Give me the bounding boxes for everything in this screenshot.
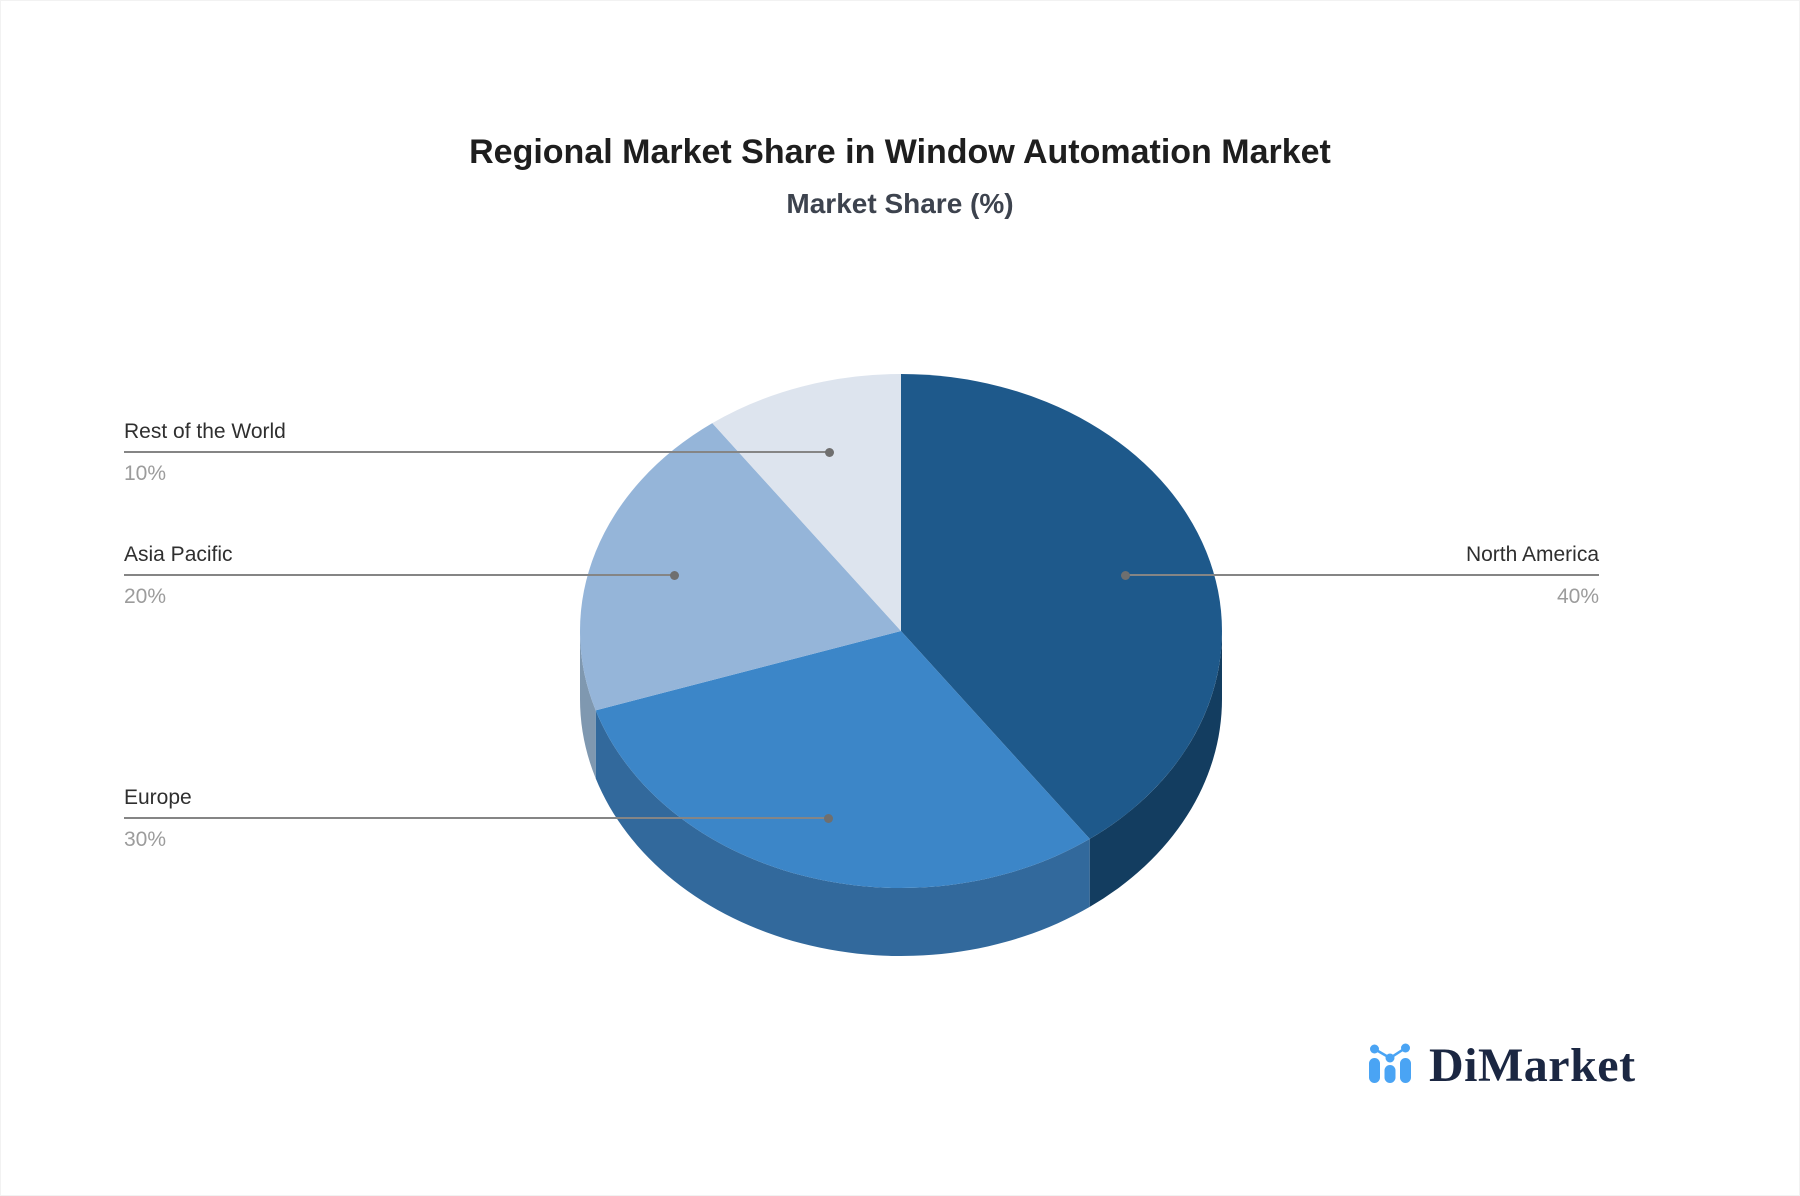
pie-slice-europe[interactable] [595,631,1090,888]
label-europe: Europe 30% [124,784,828,854]
leader-line [1125,574,1599,576]
label-value: 30% [124,828,167,851]
label-name: North America [1465,543,1599,566]
dimarket-logo: DiMarket [1365,1039,1636,1092]
pie-slice-rest-of-the-world[interactable] [712,374,901,631]
label-value: 10% [124,462,167,485]
leader-line [124,451,829,453]
leader-dot-asia-pacific [670,571,679,580]
logo-text: DiMarket [1429,1039,1636,1092]
leader-dot-north-america [1121,571,1130,580]
leader-dot-rest-of-the-world [825,448,834,457]
pie-slice-north-america[interactable] [901,374,1222,839]
pie-slice-side-north-america [1089,631,1222,907]
leader-dot-europe [824,814,833,823]
label-value: 40% [1556,585,1599,608]
label-name: Rest of the World [124,420,286,443]
pie-slice-side-europe [595,710,1090,956]
label-asia-pacific: Asia Pacific 20% [124,541,674,611]
label-north-america: North America 40% [1125,541,1599,611]
label-name: Asia Pacific [124,543,233,566]
chart-subtitle: Market Share (%) [786,188,1014,219]
label-value: 20% [124,585,167,608]
label-name: Europe [124,786,192,809]
pie-slice-asia-pacific[interactable] [579,423,901,711]
leader-line [124,817,828,819]
bar-chart-logo-icon [1369,1043,1411,1083]
label-rest-of-the-world: Rest of the World 10% [124,418,829,488]
chart-title: Regional Market Share in Window Automati… [469,133,1331,171]
pie-slice-side-asia-pacific [580,631,596,779]
leader-line [124,574,674,576]
